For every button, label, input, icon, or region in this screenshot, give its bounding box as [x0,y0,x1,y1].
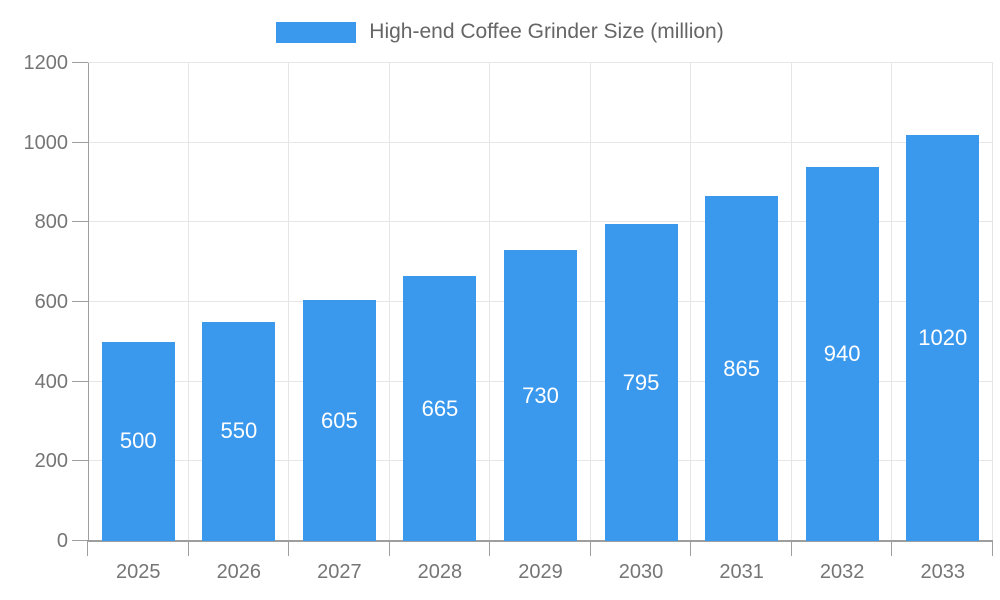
plot-area: 500 550 605 665 730 795 865 940 1020 [88,62,993,542]
y-axis-label: 1200 [23,52,69,74]
y-axis-line [88,63,89,541]
bar[interactable]: 1020 [906,134,980,541]
y-axis-label: 800 [34,211,68,234]
x-axis-label: 2029 [518,561,563,583]
gridline-horizontal [88,141,993,143]
bar-value-label: 865 [723,355,760,381]
x-axis-tick [288,541,290,556]
gridline-vertical [690,63,692,541]
bar[interactable]: 550 [202,321,276,541]
bar-value-label: 665 [421,395,459,421]
x-axis-label: 2025 [116,561,161,583]
bar-value-label: 730 [522,382,559,408]
bar[interactable]: 795 [604,224,678,541]
bar[interactable]: 730 [504,250,577,541]
x-axis-tick [790,541,792,556]
gridline-vertical [489,63,491,541]
x-axis-label: 2028 [417,561,463,583]
legend-label: High-end Coffee Grinder Size (million) [369,20,724,43]
y-axis-label: 400 [34,370,68,393]
y-axis-label: 600 [34,291,68,313]
gridline-vertical [288,63,290,541]
x-axis-label: 2026 [216,561,262,583]
gridline-horizontal [88,62,993,63]
gridline-vertical [891,63,893,541]
gridline-vertical [589,63,591,541]
x-axis-label: 2033 [920,561,965,583]
bar-value-label: 500 [119,428,157,454]
gridline-vertical [992,63,993,541]
legend[interactable]: High-end Coffee Grinder Size (million) [0,20,1000,44]
bar-value-label: 550 [220,418,258,444]
bar-value-label: 795 [622,369,660,395]
x-axis-tick [489,541,491,556]
x-axis-line [88,540,993,542]
y-axis-tick [72,540,88,541]
y-axis-tick [72,301,88,302]
x-axis-label: 2032 [819,561,865,583]
x-axis-tick [388,541,390,556]
y-axis-tick [72,380,88,382]
bar[interactable]: 665 [403,276,477,541]
x-axis-tick [690,541,692,556]
bar[interactable]: 940 [805,166,879,541]
x-axis-label: 2027 [317,561,362,583]
gridline-vertical [187,63,189,541]
gridline-vertical [790,63,792,541]
y-axis-tick [72,221,88,223]
bar[interactable]: 605 [302,300,376,541]
bar-value-label: 1020 [918,324,968,350]
x-axis-tick [891,541,893,556]
bar-value-label: 940 [823,340,861,366]
y-axis-tick [72,141,88,143]
gridline-horizontal [88,221,993,223]
y-axis-label: 1000 [23,131,69,154]
x-axis-tick [87,541,88,556]
legend-swatch-icon [276,21,357,43]
bar-value-label: 605 [321,407,358,433]
x-axis-tick [992,541,993,556]
bar[interactable]: 865 [705,196,779,541]
y-axis-label: 0 [56,530,68,552]
y-axis-tick [72,460,88,462]
x-axis-tick [187,541,189,556]
y-axis-label: 200 [34,450,68,473]
x-axis-label: 2031 [719,561,764,583]
y-axis-tick [72,62,88,63]
x-axis-label: 2030 [618,561,664,583]
x-axis-tick [589,541,591,556]
gridline-vertical [388,63,390,541]
bar[interactable]: 500 [101,341,175,541]
